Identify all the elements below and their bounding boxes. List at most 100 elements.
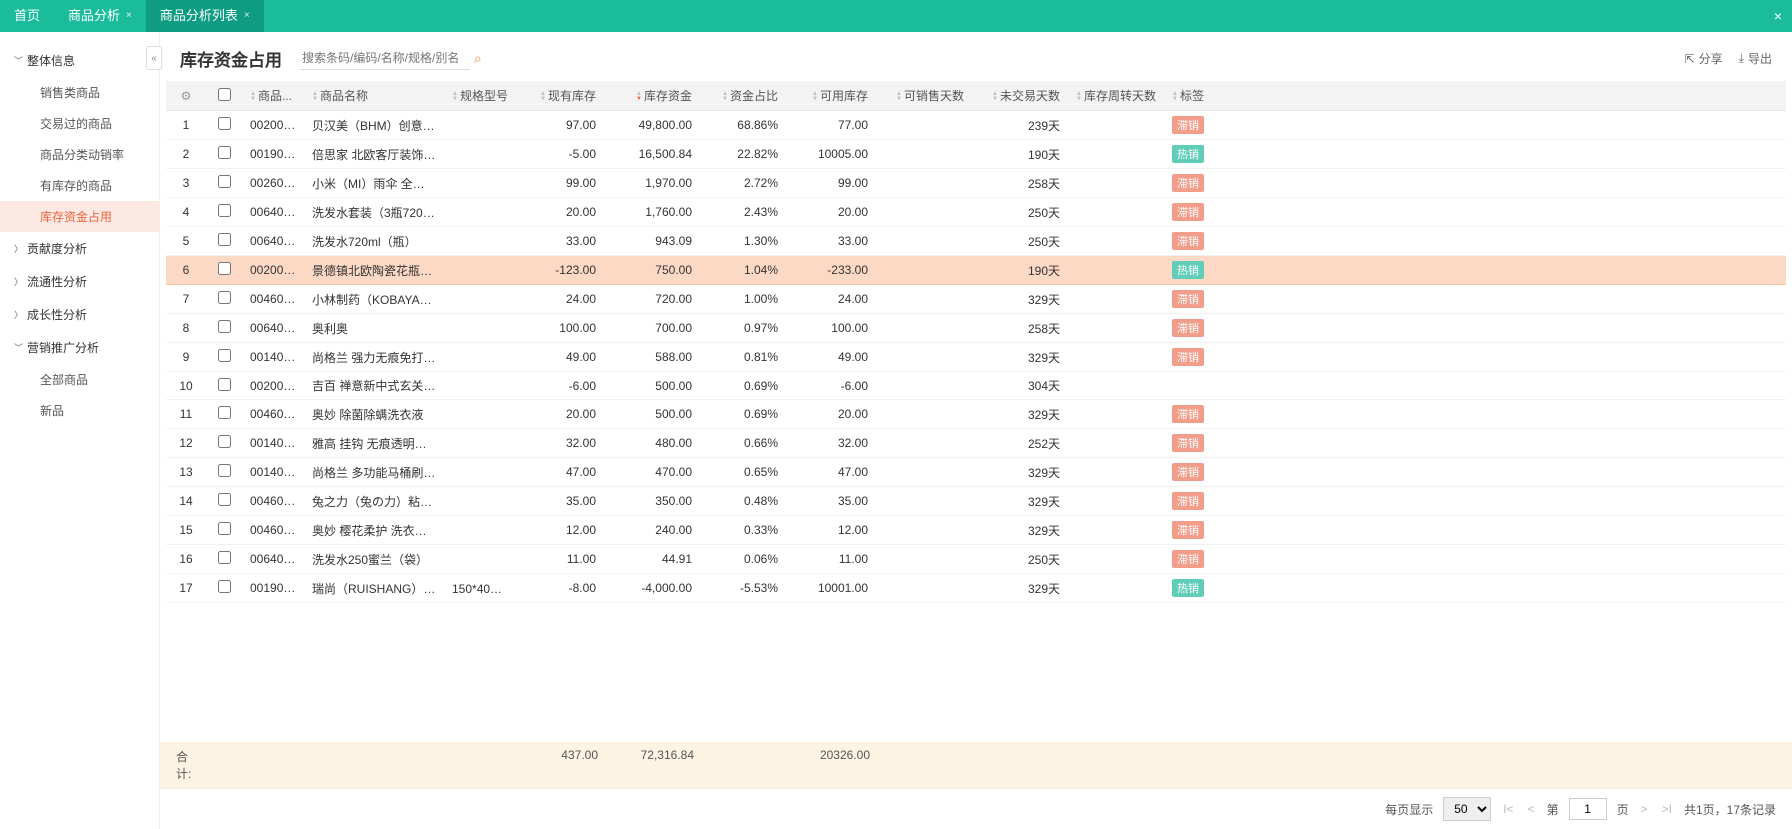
sidebar-group-header[interactable]: ﹀营销推广分析 [0, 331, 159, 364]
row-checkbox[interactable] [218, 551, 231, 564]
cell-turn [1068, 169, 1164, 198]
cell-spec [444, 256, 514, 285]
row-checkbox[interactable] [218, 320, 231, 333]
row-checkbox[interactable] [218, 464, 231, 477]
cell-avail: 10005.00 [786, 140, 876, 169]
table-row[interactable]: 1002000...贝汉美（BHM）创意北欧风97.0049,800.0068.… [166, 111, 1786, 140]
column-header[interactable]: ▲▼可用库存 [786, 81, 876, 111]
per-page-select[interactable]: 50 [1443, 797, 1491, 821]
row-checkbox[interactable] [218, 262, 231, 275]
row-checkbox[interactable] [218, 175, 231, 188]
cell-pct: 1.00% [700, 285, 786, 314]
table-row[interactable]: 2001900...倍思家 北欧客厅装饰画卧室-5.0016,500.8422.… [166, 140, 1786, 169]
row-checkbox[interactable] [218, 291, 231, 304]
cell-amount: -4,000.00 [604, 574, 700, 603]
column-header[interactable]: ▲▼库存资金 [604, 81, 700, 111]
table-row[interactable]: 4006400...洗发水套装（3瓶720ml+1）20.001,760.002… [166, 198, 1786, 227]
cell-spec [444, 458, 514, 487]
row-checkbox[interactable] [218, 522, 231, 535]
cell-spec [444, 227, 514, 256]
row-checkbox[interactable] [218, 435, 231, 448]
close-all-icon[interactable]: × [1774, 8, 1782, 24]
table-row[interactable]: 9001400...尚格兰 强力无痕免打孔浴室49.00588.000.81%4… [166, 343, 1786, 372]
select-all-checkbox[interactable] [218, 88, 231, 101]
column-header[interactable]: ▲▼规格型号 [444, 81, 514, 111]
tab[interactable]: 首页 [0, 0, 54, 32]
table-row[interactable]: 12001400...雅高 挂钩 无痕透明粘钩 强力32.00480.000.6… [166, 429, 1786, 458]
table-row[interactable]: 11004600...奥妙 除菌除螨洗衣液20.00500.000.69%20.… [166, 400, 1786, 429]
sidebar-item[interactable]: 库存资金占用 [0, 201, 159, 232]
cell-rest [1244, 169, 1786, 198]
column-header[interactable]: ▲▼库存周转天数 [1068, 81, 1164, 111]
column-header[interactable]: ▲▼标签 [1164, 81, 1244, 111]
export-button[interactable]: ⤓ 导出 [1739, 50, 1772, 67]
cell-code: 002000... [242, 372, 304, 400]
row-checkbox[interactable] [218, 146, 231, 159]
next-page-button[interactable]: > [1639, 802, 1650, 816]
table-row[interactable]: 10002000...吉百 禅意新中式玄关摆件客-6.00500.000.69%… [166, 372, 1786, 400]
row-checkbox[interactable] [218, 349, 231, 362]
table-row[interactable]: 14004600...兔之力（兔の力）粘毛器黏35.00350.000.48%3… [166, 487, 1786, 516]
row-checkbox[interactable] [218, 406, 231, 419]
chevron-icon: ﹀ [14, 54, 23, 67]
share-button[interactable]: ⇱ 分享 [1685, 50, 1723, 67]
cell-pct: 0.69% [700, 372, 786, 400]
sidebar-item[interactable]: 商品分类动销率 [0, 139, 159, 170]
page-input[interactable] [1569, 798, 1607, 820]
row-checkbox[interactable] [218, 378, 231, 391]
sidebar-item[interactable]: 销售类商品 [0, 77, 159, 108]
cell-saledays [876, 314, 972, 343]
sidebar-item[interactable]: 新品 [0, 395, 159, 426]
sidebar-group-header[interactable]: ﹀整体信息 [0, 44, 159, 77]
row-checkbox[interactable] [218, 493, 231, 506]
sidebar-item[interactable]: 交易过的商品 [0, 108, 159, 139]
total-cell [1070, 748, 1166, 782]
table-row[interactable]: 16006400...洗发水250蜜兰（袋）11.0044.910.06%11.… [166, 545, 1786, 574]
cell-saledays [876, 372, 972, 400]
row-checkbox[interactable] [218, 204, 231, 217]
first-page-button[interactable]: I< [1501, 802, 1515, 816]
cell-name: 贝汉美（BHM）创意北欧风 [304, 111, 444, 140]
table-row[interactable]: 17001900...瑞尚（RUISHANG）卧室沙150*40厘米-8.00-… [166, 574, 1786, 603]
table-row[interactable]: 15004600...奥妙 樱花柔护 洗衣凝珠 1012.00240.000.3… [166, 516, 1786, 545]
table-row[interactable]: 8006400...奥利奥100.00700.000.97%100.00258天… [166, 314, 1786, 343]
row-checkbox[interactable] [218, 580, 231, 593]
cell-code: 004600... [242, 285, 304, 314]
table-row[interactable]: 13001400...尚格兰 多功能马桶刷套装 带47.00470.000.65… [166, 458, 1786, 487]
column-header[interactable]: ▲▼未交易天数 [972, 81, 1068, 111]
close-icon[interactable]: × [126, 0, 132, 32]
page-summary: 共1页，17条记录 [1684, 801, 1776, 818]
sidebar-group-header[interactable]: 〉成长性分析 [0, 298, 159, 331]
column-header[interactable]: ▲▼商品... [242, 81, 304, 111]
tab[interactable]: 商品分析列表× [146, 0, 264, 32]
search-icon[interactable]: ⌕ [474, 50, 482, 67]
row-checkbox[interactable] [218, 117, 231, 130]
last-page-button[interactable]: >I [1660, 802, 1674, 816]
sidebar-item[interactable]: 有库存的商品 [0, 170, 159, 201]
sidebar-group-header[interactable]: 〉贡献度分析 [0, 232, 159, 265]
column-header[interactable]: ▲▼商品名称 [304, 81, 444, 111]
cell-notrade: 250天 [972, 227, 1068, 256]
table-row[interactable]: 6002000...景德镇北欧陶瓷花瓶摆件 仿-123.00750.001.04… [166, 256, 1786, 285]
sidebar-item[interactable]: 全部商品 [0, 364, 159, 395]
cell-name: 小米（MI）雨伞 全自动折叠 [304, 169, 444, 198]
cell-turn [1068, 285, 1164, 314]
table-row[interactable]: 7004600...小林制药（KOBAYASHI）日24.00720.001.0… [166, 285, 1786, 314]
collapse-sidebar-button[interactable]: « [146, 46, 162, 70]
cell-amount: 470.00 [604, 458, 700, 487]
gear-icon[interactable]: ⚙ [181, 89, 192, 103]
column-header[interactable]: ▲▼可销售天数 [876, 81, 972, 111]
table-row[interactable]: 3002600...小米（MI）雨伞 全自动折叠99.001,970.002.7… [166, 169, 1786, 198]
row-checkbox[interactable] [218, 233, 231, 246]
tab[interactable]: 商品分析× [54, 0, 146, 32]
search-input[interactable] [300, 47, 470, 70]
sidebar: ﹀整体信息销售类商品交易过的商品商品分类动销率有库存的商品库存资金占用〉贡献度分… [0, 32, 160, 829]
table-row[interactable]: 5006400...洗发水720ml（瓶）33.00943.091.30%33.… [166, 227, 1786, 256]
column-header[interactable]: ▲▼资金占比 [700, 81, 786, 111]
sidebar-group-header[interactable]: 〉流通性分析 [0, 265, 159, 298]
prev-page-button[interactable]: < [1526, 802, 1537, 816]
cell-turn [1068, 574, 1164, 603]
column-header[interactable]: ▲▼现有库存 [514, 81, 604, 111]
cell-stock: -5.00 [514, 140, 604, 169]
close-icon[interactable]: × [244, 0, 250, 32]
